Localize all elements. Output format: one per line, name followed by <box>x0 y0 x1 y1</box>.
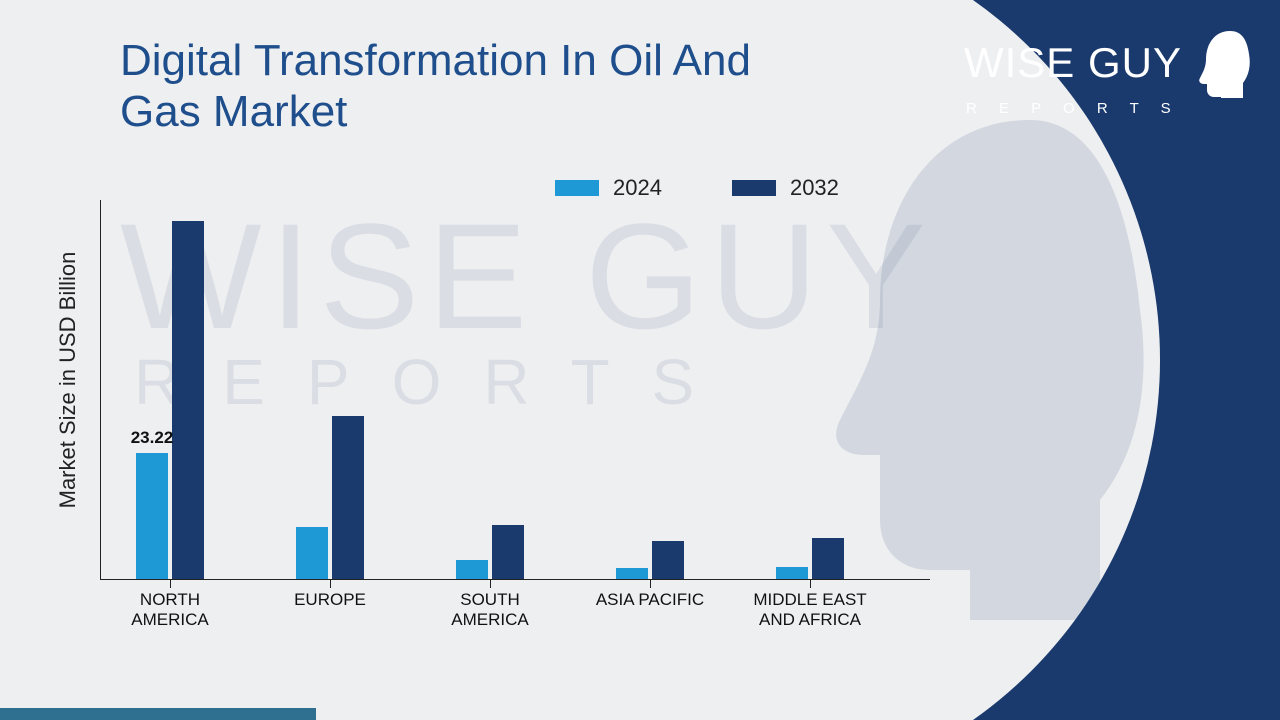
bar <box>812 538 844 579</box>
legend-item-2032: 2032 <box>732 175 839 201</box>
bar <box>616 568 648 579</box>
bar-group: NORTH AMERICA <box>110 200 230 580</box>
logo-brand-text: WISE GUY <box>964 42 1182 84</box>
legend: 2024 2032 <box>555 175 839 201</box>
bar <box>652 541 684 579</box>
legend-swatch-2024 <box>555 180 599 196</box>
y-axis-line <box>100 200 101 580</box>
bar <box>296 527 328 579</box>
chart: NORTH AMERICA EUROPE SOUTH AMERICA ASIA PAC… <box>100 200 930 580</box>
bar-group: SOUTH AMERICA <box>430 200 550 580</box>
x-label: EUROPE <box>270 590 390 610</box>
legend-label-2024: 2024 <box>613 175 662 201</box>
x-tick <box>170 580 171 588</box>
legend-item-2024: 2024 <box>555 175 662 201</box>
plot-area: NORTH AMERICA EUROPE SOUTH AMERICA ASIA PAC… <box>100 200 930 580</box>
x-label: ASIA PACIFIC <box>590 590 710 610</box>
logo-head-icon <box>1188 28 1254 98</box>
bar <box>172 221 204 579</box>
bar-group: ASIA PACIFIC <box>590 200 710 580</box>
x-tick <box>490 580 491 588</box>
bar <box>332 416 364 579</box>
bar <box>776 567 808 579</box>
logo-sub-text: R E P O R T S <box>966 100 1254 117</box>
data-label: 23.22 <box>131 428 174 448</box>
page-title: Digital Transformation In Oil And Gas Ma… <box>120 36 820 137</box>
bar-group: MIDDLE EAST AND AFRICA <box>750 200 870 580</box>
bar <box>492 525 524 579</box>
x-tick <box>650 580 651 588</box>
x-label: MIDDLE EAST AND AFRICA <box>750 590 870 629</box>
legend-swatch-2032 <box>732 180 776 196</box>
x-tick <box>330 580 331 588</box>
bar <box>456 560 488 579</box>
bottom-stripe <box>0 708 316 720</box>
logo: WISE GUY R E P O R T S <box>964 28 1254 117</box>
bar-group: EUROPE <box>270 200 390 580</box>
x-tick <box>810 580 811 588</box>
x-label: NORTH AMERICA <box>110 590 230 629</box>
y-axis-label: Market Size in USD Billion <box>55 252 81 509</box>
bar <box>136 453 168 579</box>
legend-label-2032: 2032 <box>790 175 839 201</box>
x-label: SOUTH AMERICA <box>430 590 550 629</box>
